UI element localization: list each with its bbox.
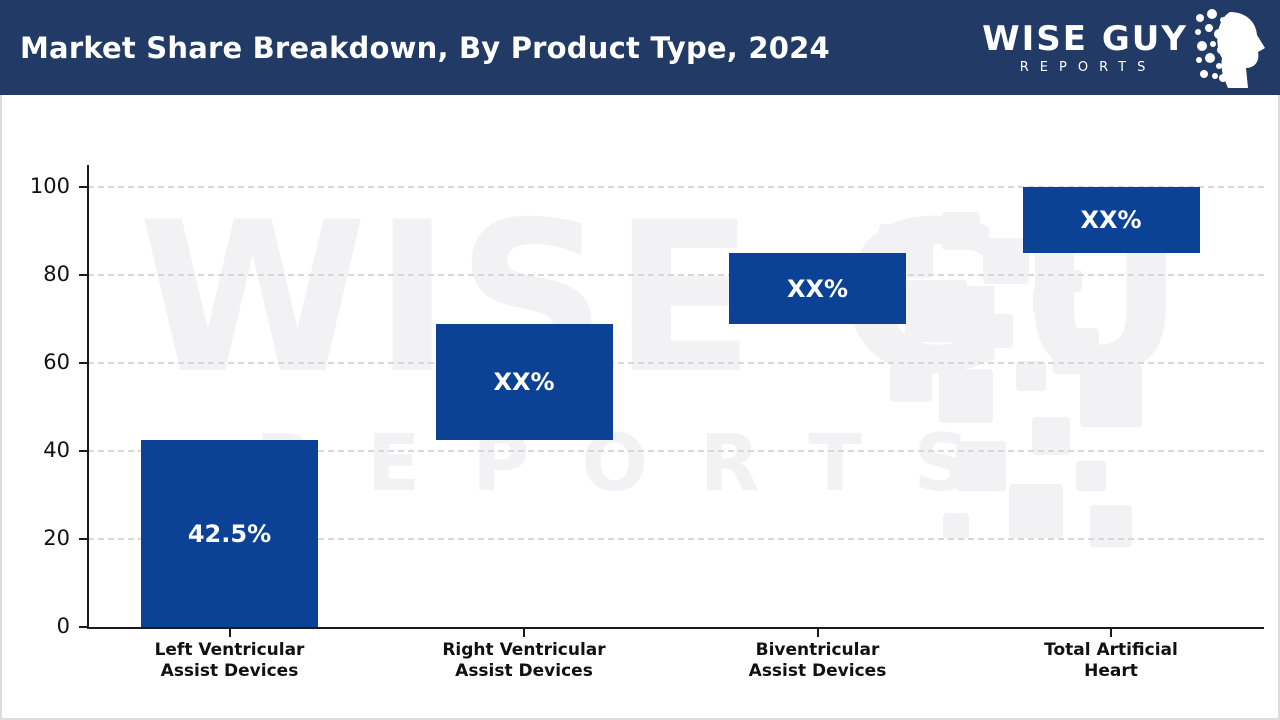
header-bar: Market Share Breakdown, By Product Type,… — [0, 0, 1280, 95]
y-tick-label: 0 — [56, 614, 70, 638]
y-axis-tick — [79, 362, 87, 364]
y-tick-label: 100 — [29, 174, 70, 198]
bar-value-label: 42.5% — [187, 519, 272, 548]
gridline-80 — [88, 274, 1264, 276]
y-tick-label: 20 — [43, 526, 70, 550]
category-label-line: Left Ventricular — [154, 640, 305, 660]
category-label-line: Biventricular — [755, 640, 880, 660]
x-axis — [87, 627, 1264, 629]
frame-bottom-edge — [0, 718, 1280, 720]
category-label-line: Total Artificial — [1044, 640, 1178, 660]
y-tick-label: 60 — [43, 350, 70, 374]
y-tick-label: 80 — [43, 262, 70, 286]
wise-guy-head-logo-icon — [1195, 9, 1265, 88]
logo-text: WISE GUY REPORTS — [982, 19, 1188, 75]
frame-right-edge — [1278, 95, 1280, 720]
x-axis-tick — [1110, 629, 1112, 637]
gridline-60 — [88, 362, 1264, 364]
frame-left-edge — [0, 95, 2, 720]
category-label-line: Heart — [1084, 661, 1138, 682]
y-axis-tick — [79, 274, 87, 276]
bar-value-label: XX% — [493, 368, 555, 397]
gridline-40 — [88, 450, 1264, 452]
waterfall-bar: XX% — [729, 253, 906, 325]
gridline-100 — [88, 186, 1264, 188]
category-label-line: Assist Devices — [748, 661, 887, 682]
page-title: Market Share Breakdown, By Product Type,… — [20, 30, 830, 65]
y-axis — [87, 165, 89, 628]
y-axis-tick — [79, 450, 87, 452]
gridline-20 — [88, 538, 1264, 540]
bar-value-label: XX% — [1080, 206, 1142, 234]
y-axis-tick — [79, 626, 87, 628]
category-label-line: Right Ventricular — [442, 640, 606, 660]
y-axis-tick — [79, 186, 87, 188]
waterfall-bar: 42.5% — [141, 440, 318, 627]
x-axis-tick — [523, 629, 525, 637]
category-label-line: Assist Devices — [455, 661, 593, 682]
waterfall-bar: XX% — [1022, 187, 1200, 253]
category-label: Total Artificial Heart — [961, 640, 1261, 683]
logo-subtitle: REPORTS — [1019, 59, 1157, 75]
y-tick-label: 40 — [43, 438, 70, 462]
category-label: Right Ventricular Assist Devices — [374, 640, 674, 683]
logo-wordmark: WISE GUY — [982, 19, 1188, 59]
category-label-line: Assist Devices — [160, 661, 299, 682]
category-label: Left Ventricular Assist Devices — [80, 640, 380, 683]
x-axis-tick — [816, 629, 819, 637]
y-axis-tick — [79, 538, 87, 540]
bar-value-label: XX% — [786, 274, 849, 303]
x-axis-tick — [228, 629, 231, 637]
wise-guy-logo: WISE GUY REPORTS — [982, 6, 1266, 92]
waterfall-bar: XX% — [435, 324, 613, 440]
category-label: Biventricular Assist Devices — [668, 640, 968, 683]
